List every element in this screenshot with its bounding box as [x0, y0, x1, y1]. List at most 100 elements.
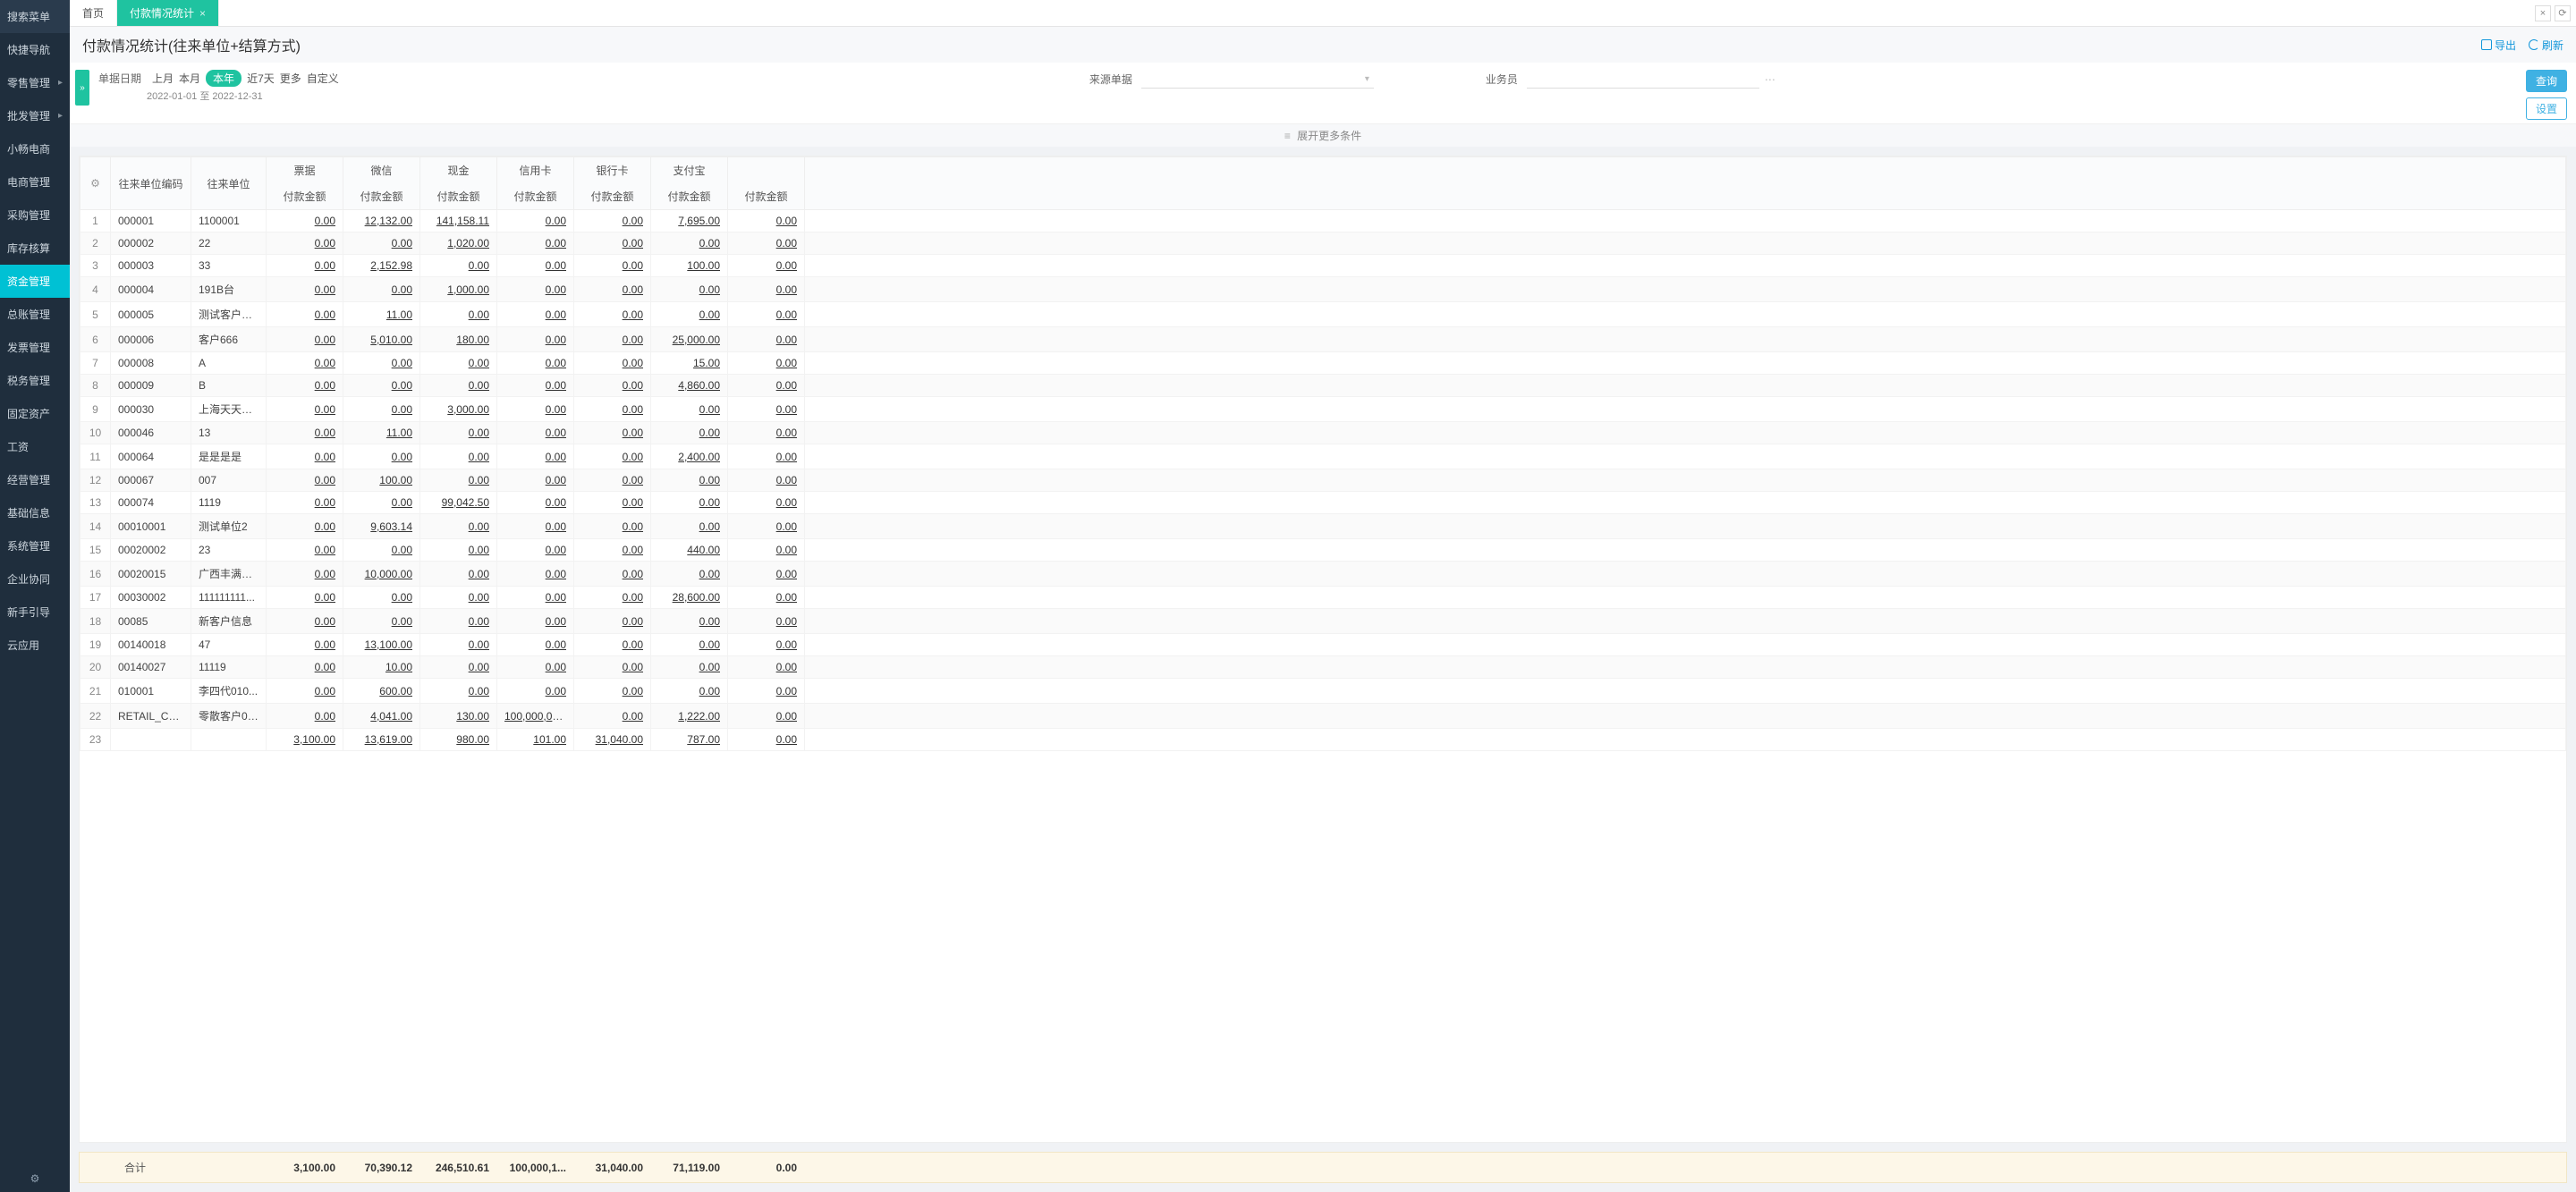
amount-link[interactable]: 0.00 — [699, 661, 720, 673]
amount-link[interactable]: 0.00 — [315, 638, 335, 651]
amount-link[interactable]: 0.00 — [546, 544, 566, 556]
amount-link[interactable]: 0.00 — [776, 638, 797, 651]
amount-link[interactable]: 0.00 — [776, 544, 797, 556]
amount-link[interactable]: 0.00 — [699, 496, 720, 509]
amount-cell[interactable]: 1,020.00 — [420, 232, 497, 255]
amount-cell[interactable]: 0.00 — [497, 422, 574, 444]
amount-link[interactable]: 0.00 — [623, 710, 643, 723]
amount-link[interactable]: 0.00 — [315, 451, 335, 463]
amount-link[interactable]: 0.00 — [315, 237, 335, 249]
amount-link[interactable]: 0.00 — [699, 520, 720, 533]
amount-cell[interactable]: 0.00 — [728, 469, 805, 492]
amount-cell[interactable]: 15.00 — [651, 352, 728, 375]
amount-link[interactable]: 0.00 — [546, 615, 566, 628]
amount-link[interactable]: 0.00 — [699, 427, 720, 439]
col-sub[interactable]: 付款金额 — [267, 183, 343, 210]
amount-link[interactable]: 0.00 — [776, 591, 797, 604]
amount-cell[interactable]: 0.00 — [497, 397, 574, 422]
amount-cell[interactable]: 0.00 — [420, 539, 497, 562]
amount-link[interactable]: 0.00 — [546, 379, 566, 392]
amount-link[interactable]: 0.00 — [315, 357, 335, 369]
amount-link[interactable]: 101.00 — [533, 733, 566, 746]
amount-cell[interactable]: 0.00 — [728, 327, 805, 352]
amount-cell[interactable]: 0.00 — [651, 469, 728, 492]
refresh-button[interactable]: 刷新 — [2529, 38, 2563, 53]
amount-link[interactable]: 0.00 — [776, 237, 797, 249]
amount-cell[interactable]: 11.00 — [343, 302, 420, 327]
amount-cell[interactable]: 0.00 — [497, 375, 574, 397]
amount-link[interactable]: 0.00 — [623, 591, 643, 604]
amount-cell[interactable]: 0.00 — [728, 422, 805, 444]
amount-cell[interactable]: 0.00 — [497, 232, 574, 255]
amount-link[interactable]: 0.00 — [469, 474, 489, 486]
amount-cell[interactable]: 0.00 — [343, 609, 420, 634]
gear-icon[interactable]: ⚙ — [80, 157, 111, 210]
amount-link[interactable]: 0.00 — [623, 520, 643, 533]
amount-cell[interactable]: 0.00 — [728, 492, 805, 514]
collapse-toggle[interactable]: » — [75, 70, 89, 106]
amount-cell[interactable]: 0.00 — [728, 587, 805, 609]
amount-link[interactable]: 0.00 — [469, 379, 489, 392]
amount-cell[interactable]: 100.00 — [651, 255, 728, 277]
amount-link[interactable]: 7,695.00 — [678, 215, 720, 227]
col-code[interactable]: 往来单位编码 — [111, 157, 191, 210]
amount-cell[interactable]: 0.00 — [497, 656, 574, 679]
amount-cell[interactable]: 0.00 — [420, 562, 497, 587]
amount-link[interactable]: 0.00 — [315, 379, 335, 392]
col-sub[interactable]: 付款金额 — [420, 183, 497, 210]
amount-link[interactable]: 0.00 — [546, 591, 566, 604]
amount-link[interactable]: 0.00 — [315, 661, 335, 673]
amount-cell[interactable]: 0.00 — [497, 302, 574, 327]
amount-cell[interactable]: 0.00 — [574, 679, 651, 704]
tab-refresh-icon[interactable]: ⟳ — [2555, 5, 2571, 21]
amount-link[interactable]: 1,222.00 — [678, 710, 720, 723]
amount-cell[interactable]: 0.00 — [728, 634, 805, 656]
amount-cell[interactable]: 5,010.00 — [343, 327, 420, 352]
amount-link[interactable]: 0.00 — [469, 615, 489, 628]
amount-cell[interactable]: 0.00 — [420, 444, 497, 469]
amount-link[interactable]: 0.00 — [315, 403, 335, 416]
amount-cell[interactable]: 10.00 — [343, 656, 420, 679]
amount-link[interactable]: 0.00 — [315, 568, 335, 580]
amount-cell[interactable]: 0.00 — [728, 277, 805, 302]
amount-link[interactable]: 0.00 — [699, 685, 720, 697]
amount-link[interactable]: 0.00 — [546, 334, 566, 346]
amount-cell[interactable]: 0.00 — [497, 514, 574, 539]
amount-link[interactable]: 0.00 — [623, 357, 643, 369]
amount-cell[interactable]: 0.00 — [574, 539, 651, 562]
amount-cell[interactable]: 0.00 — [267, 444, 343, 469]
amount-cell[interactable]: 0.00 — [343, 277, 420, 302]
amount-link[interactable]: 0.00 — [699, 474, 720, 486]
amount-link[interactable]: 0.00 — [623, 568, 643, 580]
amount-link[interactable]: 0.00 — [469, 309, 489, 321]
amount-link[interactable]: 0.00 — [623, 259, 643, 272]
source-input[interactable] — [1141, 70, 1374, 89]
amount-link[interactable]: 0.00 — [776, 259, 797, 272]
sidebar-item[interactable]: 总账管理 — [0, 298, 70, 331]
amount-cell[interactable]: 3,000.00 — [420, 397, 497, 422]
amount-link[interactable]: 0.00 — [546, 568, 566, 580]
amount-cell[interactable]: 2,400.00 — [651, 444, 728, 469]
sidebar-item[interactable]: 资金管理 — [0, 265, 70, 298]
amount-cell[interactable]: 101.00 — [497, 729, 574, 751]
amount-link[interactable]: 0.00 — [315, 259, 335, 272]
amount-link[interactable]: 0.00 — [623, 638, 643, 651]
amount-link[interactable]: 11.00 — [386, 427, 412, 439]
amount-cell[interactable]: 100,000,000.00 — [497, 704, 574, 729]
date-range-option[interactable]: 本月 — [179, 71, 200, 86]
amount-cell[interactable]: 0.00 — [420, 469, 497, 492]
amount-cell[interactable]: 0.00 — [267, 634, 343, 656]
amount-link[interactable]: 0.00 — [546, 237, 566, 249]
amount-link[interactable]: 0.00 — [469, 544, 489, 556]
amount-cell[interactable]: 0.00 — [728, 539, 805, 562]
amount-link[interactable]: 25,000.00 — [673, 334, 720, 346]
amount-link[interactable]: 0.00 — [315, 427, 335, 439]
amount-link[interactable]: 0.00 — [392, 237, 412, 249]
amount-cell[interactable]: 0.00 — [420, 255, 497, 277]
amount-link[interactable]: 31,040.00 — [596, 733, 643, 746]
amount-link[interactable]: 0.00 — [469, 638, 489, 651]
amount-link[interactable]: 0.00 — [315, 520, 335, 533]
amount-cell[interactable]: 0.00 — [267, 397, 343, 422]
amount-link[interactable]: 0.00 — [469, 591, 489, 604]
amount-cell[interactable]: 0.00 — [420, 634, 497, 656]
